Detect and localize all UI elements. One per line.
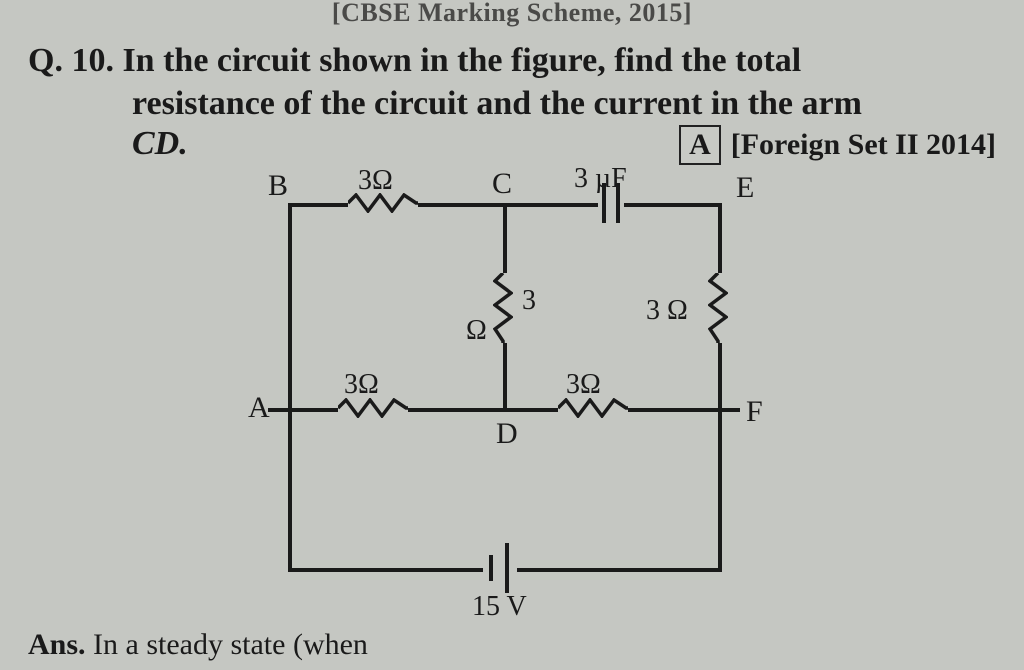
label-battery: 15 V (472, 591, 527, 623)
ref-box-letter: A (679, 125, 721, 165)
label-r-cd-unit: Ω (466, 315, 487, 347)
node-e: E (736, 171, 754, 205)
label-cap-ce: 3 µF (574, 163, 627, 195)
question-text-1: In the circuit shown in the figure, find… (122, 42, 801, 79)
node-b: B (268, 169, 288, 203)
node-d: D (496, 417, 518, 451)
node-a: A (248, 391, 270, 425)
question-reference: A [Foreign Set II 2014] (679, 125, 996, 165)
answer-line: Ans. In a steady state (when (28, 628, 368, 662)
label-r-df: 3Ω (566, 369, 601, 401)
resistor-ad (338, 398, 408, 418)
label-r-bc: 3Ω (358, 165, 393, 197)
label-r-ad: 3Ω (344, 369, 379, 401)
resistor-ef (708, 273, 728, 343)
question-text-2: resistance of the circuit and the curren… (132, 83, 996, 126)
resistor-cd (493, 273, 513, 343)
question-line-1: Q. 10. In the circuit shown in the figur… (28, 40, 996, 83)
node-c: C (492, 167, 512, 201)
question-block: Q. 10. In the circuit shown in the figur… (28, 40, 996, 165)
answer-text: In a steady state (when (86, 628, 368, 661)
label-r-cd-val: 3 (522, 285, 536, 317)
resistor-df (558, 398, 628, 418)
top-reference: [CBSE Marking Scheme, 2015] (28, 0, 996, 28)
ref-text: [Foreign Set II 2014] (731, 128, 996, 162)
label-r-ef: 3 Ω (646, 295, 688, 327)
question-arm: CD. (132, 125, 188, 163)
answer-prefix: Ans. (28, 628, 86, 661)
node-f: F (746, 395, 763, 429)
question-number: Q. 10. (28, 42, 114, 79)
circuit-diagram: B C E 3Ω 3 µF 3 Ω 3 Ω (248, 173, 808, 603)
battery (483, 543, 517, 593)
